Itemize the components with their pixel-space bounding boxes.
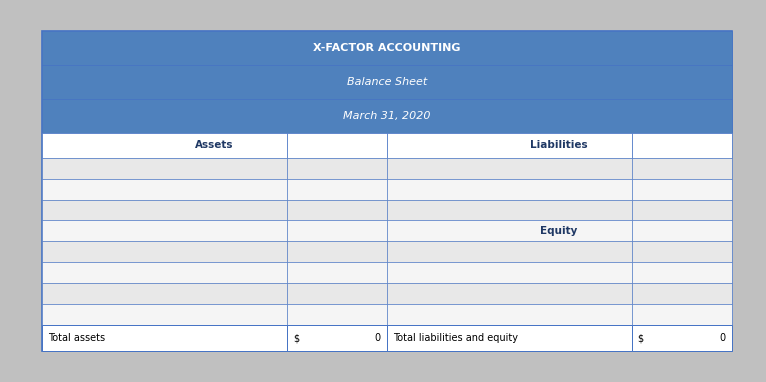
Bar <box>631 304 732 325</box>
Text: $: $ <box>293 333 299 343</box>
Bar <box>631 283 732 304</box>
Bar <box>286 304 387 325</box>
Bar <box>42 179 286 199</box>
Bar <box>286 220 387 241</box>
Bar <box>631 220 732 241</box>
Bar <box>42 99 732 133</box>
Bar <box>631 262 732 283</box>
Bar <box>631 199 732 220</box>
Bar <box>631 133 732 158</box>
Bar <box>42 304 286 325</box>
Bar <box>286 179 387 199</box>
Text: Total assets: Total assets <box>48 333 106 343</box>
Text: X-FACTOR ACCOUNTING: X-FACTOR ACCOUNTING <box>313 43 460 53</box>
Bar <box>42 262 286 283</box>
Bar <box>42 325 286 351</box>
Bar <box>42 31 732 351</box>
Text: Equity: Equity <box>541 226 578 236</box>
Text: Liabilities: Liabilities <box>530 141 588 151</box>
Text: Assets: Assets <box>195 141 234 151</box>
Bar <box>387 262 631 283</box>
Bar <box>42 65 732 99</box>
Text: 0: 0 <box>719 333 725 343</box>
Bar <box>42 158 286 179</box>
Bar <box>631 179 732 199</box>
Bar <box>387 220 631 241</box>
Bar <box>286 199 387 220</box>
Bar <box>286 262 387 283</box>
Bar <box>42 220 286 241</box>
Bar <box>42 133 286 158</box>
Bar <box>42 283 286 304</box>
Bar <box>286 283 387 304</box>
Bar <box>42 241 286 262</box>
Bar <box>631 158 732 179</box>
Bar <box>387 158 631 179</box>
Bar <box>42 199 286 220</box>
Bar <box>387 283 631 304</box>
Bar <box>286 133 387 158</box>
Bar <box>631 325 732 351</box>
Bar <box>286 158 387 179</box>
Bar <box>42 31 732 65</box>
Bar <box>286 325 387 351</box>
Bar <box>387 133 631 158</box>
Bar <box>387 304 631 325</box>
Bar <box>387 241 631 262</box>
Text: March 31, 2020: March 31, 2020 <box>343 111 430 121</box>
Bar <box>387 179 631 199</box>
Bar <box>387 325 631 351</box>
Text: $: $ <box>638 333 643 343</box>
Bar <box>286 241 387 262</box>
Bar <box>631 241 732 262</box>
Bar <box>387 199 631 220</box>
Text: Balance Sheet: Balance Sheet <box>347 77 427 87</box>
Text: Total liabilities and equity: Total liabilities and equity <box>393 333 518 343</box>
Text: 0: 0 <box>375 333 381 343</box>
